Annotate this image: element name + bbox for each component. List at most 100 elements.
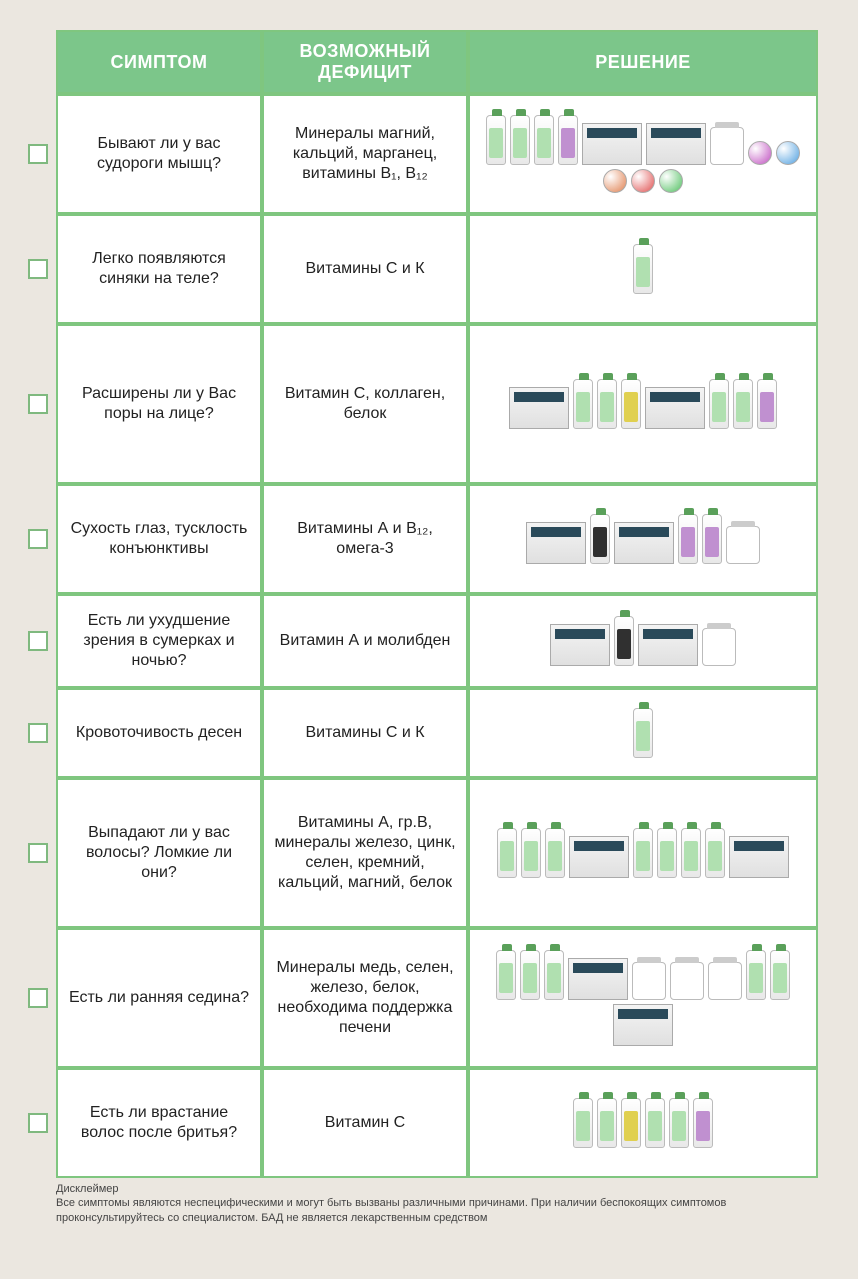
symptom-cell: Легко появляются синяки на теле? [56, 214, 262, 324]
row-checkbox[interactable] [28, 144, 48, 164]
checkbox-col [20, 94, 56, 214]
solution-cell [468, 688, 818, 778]
solution-cell [468, 324, 818, 484]
product-group [476, 244, 810, 294]
deficit-cell: Витамин С, коллаген, белок [262, 324, 468, 484]
disclaimer-text: Все симптомы являются неспецифическими и… [56, 1196, 818, 1225]
product-bottle-icon [558, 115, 578, 165]
product-bottle-icon [521, 828, 541, 878]
product-box-icon [614, 522, 674, 564]
symptom-cell: Есть ли врастание волос после бритья? [56, 1068, 262, 1178]
product-bottle-icon [733, 379, 753, 429]
product-box-icon [582, 123, 642, 165]
product-bottle-icon [633, 708, 653, 758]
symptom-cell: Сухость глаз, тусклость конъюнктивы [56, 484, 262, 594]
product-group [476, 828, 810, 878]
product-cup-icon [631, 169, 655, 193]
symptom-cell: Бывают ли у вас судороги мышц? [56, 94, 262, 214]
solution-cell [468, 778, 818, 928]
solution-cell [468, 94, 818, 214]
product-box-icon [729, 836, 789, 878]
deficit-cell: Витамин С [262, 1068, 468, 1178]
deficit-cell: Витамины А и В₁₂, омега-3 [262, 484, 468, 594]
table-row: Есть ли ранняя седина?Минералы медь, сел… [20, 928, 818, 1068]
row-checkbox[interactable] [28, 988, 48, 1008]
symptom-cell: Расширены ли у Вас поры на лице? [56, 324, 262, 484]
product-bottle-icon [693, 1098, 713, 1148]
deficit-cell: Витамины С и К [262, 688, 468, 778]
table-row: Расширены ли у Вас поры на лице?Витамин … [20, 324, 818, 484]
product-bottle-icon [590, 514, 610, 564]
product-bottle-icon [770, 950, 790, 1000]
deficit-cell: Витамины А, гр.В, минералы железо, цинк,… [262, 778, 468, 928]
product-bottle-icon [621, 379, 641, 429]
product-group [476, 379, 810, 429]
product-jar-icon [726, 526, 760, 564]
solution-cell [468, 484, 818, 594]
deficit-cell: Минералы магний, кальций, марганец, вита… [262, 94, 468, 214]
deficit-cell: Минералы медь, селен, железо, белок, нео… [262, 928, 468, 1068]
page: СИМПТОМ ВОЗМОЖНЫЙ ДЕФИЦИТ РЕШЕНИЕ Бывают… [20, 30, 818, 1225]
col-header-solution: РЕШЕНИЕ [468, 30, 818, 94]
product-box-icon [638, 624, 698, 666]
product-bottle-icon [545, 828, 565, 878]
row-checkbox[interactable] [28, 259, 48, 279]
product-bottle-icon [614, 616, 634, 666]
symptom-cell: Кровоточивость десен [56, 688, 262, 778]
checkbox-col [20, 484, 56, 594]
product-bottle-icon [702, 514, 722, 564]
product-box-icon [509, 387, 569, 429]
product-cup-icon [776, 141, 800, 165]
symptom-cell: Есть ли ранняя седина? [56, 928, 262, 1068]
table-row: Легко появляются синяки на теле?Витамины… [20, 214, 818, 324]
row-checkbox[interactable] [28, 843, 48, 863]
product-bottle-icon [757, 379, 777, 429]
symptom-cell: Есть ли ухудшение зрения в сумерках и но… [56, 594, 262, 688]
product-bottle-icon [510, 115, 530, 165]
row-checkbox[interactable] [28, 631, 48, 651]
product-box-icon [569, 836, 629, 878]
product-bottle-icon [621, 1098, 641, 1148]
product-jar-icon [670, 962, 704, 1000]
row-checkbox[interactable] [28, 529, 48, 549]
solution-cell [468, 928, 818, 1068]
product-bottle-icon [534, 115, 554, 165]
product-bottle-icon [573, 379, 593, 429]
disclaimer-block: Дисклеймер Все симптомы являются неспеци… [56, 1182, 818, 1225]
product-bottle-icon [657, 828, 677, 878]
col-header-symptom: СИМПТОМ [56, 30, 262, 94]
product-bottle-icon [520, 950, 540, 1000]
product-bottle-icon [746, 950, 766, 1000]
product-group [476, 950, 810, 1046]
checkbox-header-spacer [20, 30, 56, 94]
header-row: СИМПТОМ ВОЗМОЖНЫЙ ДЕФИЦИТ РЕШЕНИЕ [20, 30, 818, 94]
product-bottle-icon [669, 1098, 689, 1148]
table-row: Бывают ли у вас судороги мышц?Минералы м… [20, 94, 818, 214]
disclaimer-title: Дисклеймер [56, 1182, 818, 1196]
product-cup-icon [659, 169, 683, 193]
col-header-deficit: ВОЗМОЖНЫЙ ДЕФИЦИТ [262, 30, 468, 94]
product-bottle-icon [633, 828, 653, 878]
product-cup-icon [748, 141, 772, 165]
checkbox-col [20, 214, 56, 324]
checkbox-col [20, 324, 56, 484]
product-bottle-icon [709, 379, 729, 429]
row-checkbox[interactable] [28, 723, 48, 743]
row-checkbox[interactable] [28, 394, 48, 414]
product-bottle-icon [678, 514, 698, 564]
product-group [476, 616, 810, 666]
product-group [476, 115, 810, 193]
product-bottle-icon [681, 828, 701, 878]
table-row: Есть ли ухудшение зрения в сумерках и но… [20, 594, 818, 688]
table-row: Сухость глаз, тусклость конъюнктивыВитам… [20, 484, 818, 594]
product-box-icon [526, 522, 586, 564]
row-checkbox[interactable] [28, 1113, 48, 1133]
product-bottle-icon [496, 950, 516, 1000]
product-box-icon [613, 1004, 673, 1046]
product-jar-icon [708, 962, 742, 1000]
product-cup-icon [603, 169, 627, 193]
product-jar-icon [702, 628, 736, 666]
deficit-cell: Витамин А и молибден [262, 594, 468, 688]
checkbox-col [20, 1068, 56, 1178]
product-bottle-icon [486, 115, 506, 165]
